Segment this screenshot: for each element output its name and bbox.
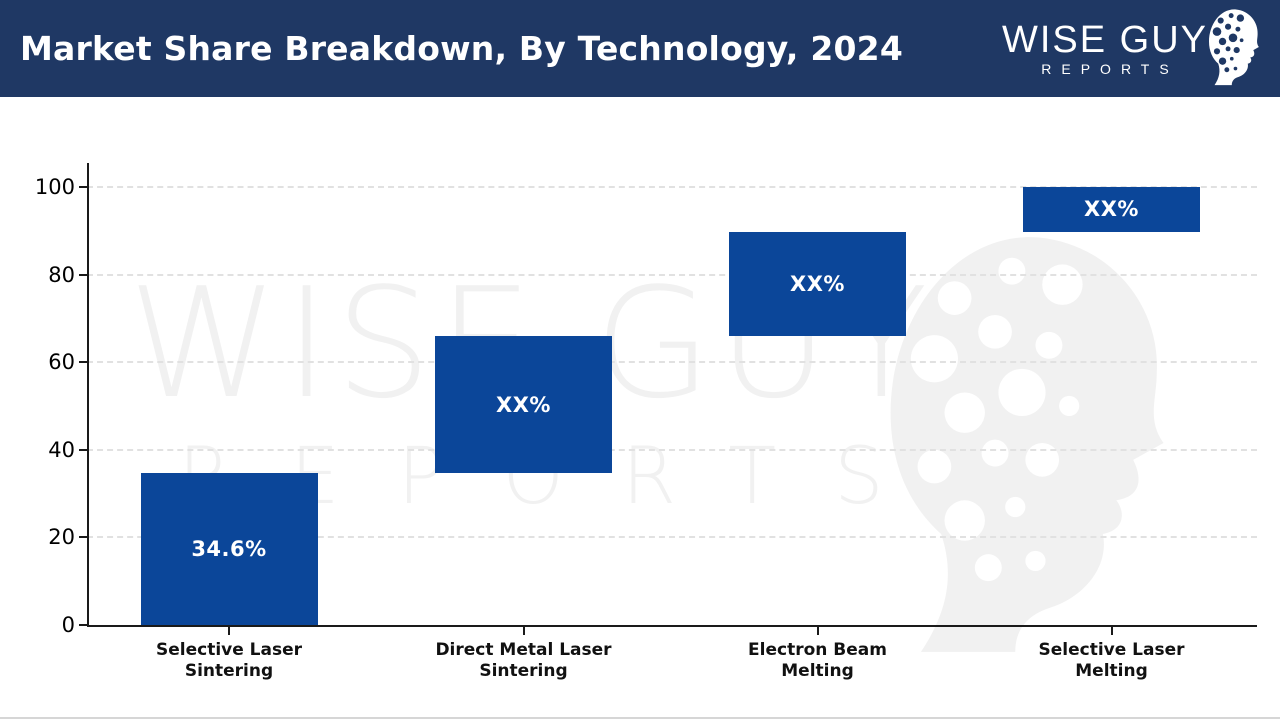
x-axis-category-line: Sintering [479, 661, 568, 681]
x-axis-category-line: Direct Metal Laser [435, 640, 612, 660]
y-axis-tick [79, 186, 87, 188]
x-axis-category-line: Sintering [184, 661, 274, 681]
y-axis-tick [79, 361, 87, 364]
x-axis-category-line: Selective Laser [155, 640, 303, 660]
x-axis-category-line: Melting [1075, 661, 1148, 681]
gridline [87, 536, 1257, 539]
x-axis-tick [522, 627, 525, 635]
bar-value-label: XX% [790, 271, 845, 296]
y-axis-tick [79, 273, 87, 276]
y-axis-tick-label: 80 [48, 262, 75, 287]
header-bar: Market Share Breakdown, By Technology, 2… [0, 0, 1280, 97]
dotted-head-profile-icon [1202, 7, 1264, 91]
y-axis-tick-label: 0 [61, 613, 75, 637]
gridline [87, 361, 1257, 364]
bar-value-label: 34.6% [191, 537, 267, 562]
x-axis-category-line: Melting [781, 661, 854, 681]
bar-segment: 34.6% [140, 473, 318, 625]
gridline [87, 186, 1257, 188]
y-axis-line [87, 163, 89, 627]
logo-subtitle: REPORTS [1041, 61, 1179, 77]
y-axis-tick [79, 624, 87, 626]
x-axis-category-label: Direct Metal Laser Sintering [392, 640, 656, 682]
x-axis-category-line: Electron Beam [748, 640, 887, 660]
x-axis-tick [1110, 627, 1113, 635]
page-bottom-border [0, 717, 1280, 719]
x-axis-tick [816, 627, 819, 635]
bar-segment: XX% [435, 335, 612, 474]
x-axis-tick [228, 627, 230, 635]
gridline [87, 448, 1257, 451]
y-axis-tick [79, 536, 87, 539]
logo-text: WISE GUY REPORTS [1002, 21, 1208, 76]
page-title: Market Share Breakdown, By Technology, 2… [20, 29, 903, 68]
y-axis-tick-label: 20 [48, 525, 75, 550]
y-axis-tick-label: 60 [48, 350, 75, 375]
bar-segment: XX% [1023, 187, 1200, 232]
bar-value-label: XX% [1084, 197, 1139, 222]
x-axis-category-label: Selective Laser Melting [980, 640, 1244, 682]
x-axis-category-line: Selective Laser [1038, 640, 1185, 660]
logo-wordmark: WISE GUY [1001, 19, 1208, 61]
watermark-head-profile-icon [826, 224, 1218, 666]
y-axis-tick-label: 100 [34, 175, 75, 199]
gridline [87, 273, 1257, 276]
y-axis-tick [79, 448, 87, 451]
bar-value-label: XX% [496, 392, 551, 417]
x-axis-category-label: Selective Laser Sintering [97, 640, 361, 682]
y-axis-tick-label: 40 [48, 437, 75, 462]
wise-guy-logo: WISE GUY REPORTS [1002, 7, 1280, 91]
bar-segment: XX% [729, 231, 906, 336]
x-axis-category-label: Electron Beam Melting [686, 640, 950, 682]
x-axis-line [87, 625, 1257, 627]
